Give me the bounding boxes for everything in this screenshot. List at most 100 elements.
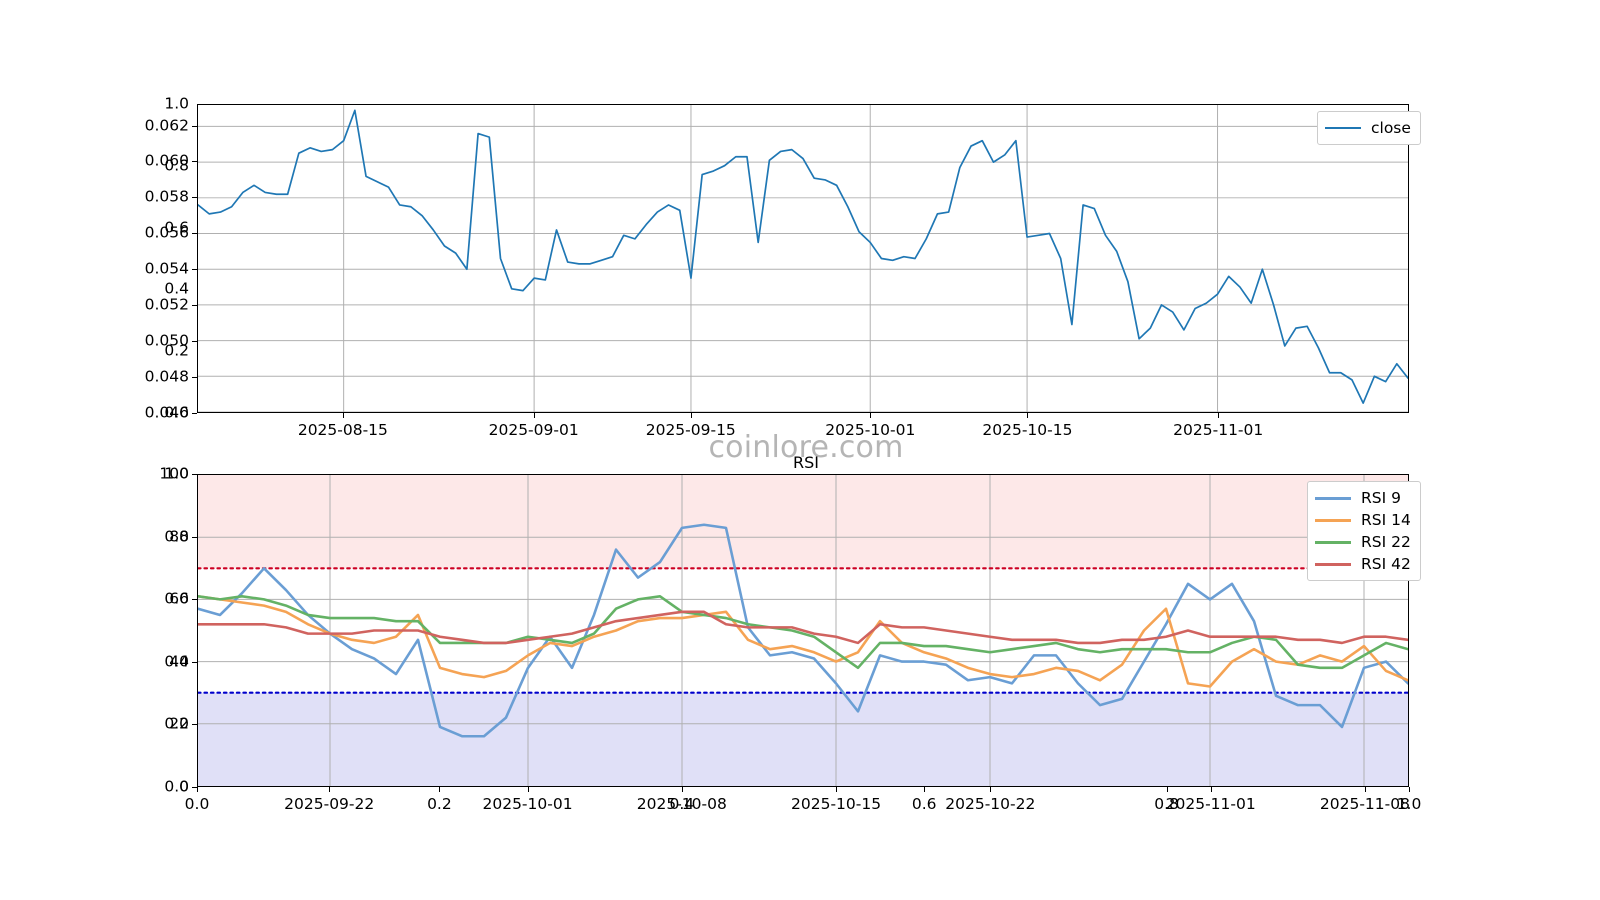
price-x-tick-label: 2025-10-01 (825, 421, 916, 439)
price-y-tick-mark (192, 269, 197, 271)
rsi-x-tick-mark-secondary (924, 787, 926, 792)
rsi-y-tick-label: 100 (159, 464, 189, 483)
legend-line-icon (1325, 127, 1361, 129)
watermark: coinlore.com (708, 430, 904, 465)
rsi-x-tick-mark-secondary (1166, 787, 1168, 792)
price-y-tick-mark (192, 377, 197, 379)
rsi-x-tick-mark (1210, 787, 1212, 792)
price-x-tick-label: 2025-09-15 (645, 421, 736, 439)
price-y-tick-label: 0.060 (144, 151, 189, 170)
price-y-tick-mark (192, 305, 197, 307)
legend-line-icon (1315, 518, 1351, 522)
rsi-x-tick-label-secondary: 0.0 (184, 795, 210, 813)
rsi-x-tick-label-secondary: 0.8 (1154, 795, 1179, 813)
legend-item-rsi-42[interactable]: RSI 42 (1315, 553, 1411, 575)
rsi-x-tick-mark (836, 787, 838, 792)
price-y-tick-label-secondary: 0.0 (164, 403, 189, 422)
rsi-x-tick-label: 2025-10-08 (636, 795, 727, 813)
price-x-tick-mark (1218, 413, 1220, 418)
legend-item-rsi-14[interactable]: RSI 14 (1315, 509, 1411, 531)
price-y-tick-mark (192, 161, 197, 163)
rsi-x-tick-label: 2025-10-15 (791, 795, 882, 813)
price-x-tick-mark (342, 413, 344, 418)
rsi-x-tick-mark (990, 787, 992, 792)
price-y-tick-label-secondary: 1.0 (164, 94, 189, 113)
price-y-tick-label-secondary: 0.8 (164, 156, 189, 175)
price-y-tick-mark (192, 413, 197, 414)
rsi-chart-legend[interactable]: RSI 9 RSI 14 RSI 22 RSI 42 (1307, 481, 1421, 581)
rsi-panel-title: RSI (793, 453, 819, 472)
rsi-x-tick-mark-secondary (439, 787, 441, 792)
price-chart-plot-area (197, 104, 1409, 413)
legend-line-icon (1315, 540, 1351, 544)
rsi-y-tick-label: 20 (169, 714, 189, 733)
rsi-x-tick-label: 2025-11-08 (1319, 795, 1410, 813)
price-y-tick-label: 0.062 (144, 115, 189, 134)
price-chart-svg (198, 105, 1408, 412)
price-x-tick-label: 2025-09-01 (488, 421, 579, 439)
price-y-tick-label: 0.054 (144, 259, 189, 278)
price-x-tick-mark (870, 413, 872, 418)
price-y-tick-mark (192, 233, 197, 235)
rsi-y-tick-mark (192, 536, 197, 538)
rsi-x-tick-mark-secondary (681, 787, 683, 792)
rsi-y-tick-mark (192, 787, 197, 788)
legend-item-label: RSI 42 (1361, 555, 1411, 573)
rsi-x-tick-label-secondary: 0.6 (911, 795, 937, 813)
rsi-x-tick-label: 2025-10-22 (945, 795, 1036, 813)
rsi-x-tick-mark-secondary (1409, 787, 1410, 792)
rsi-x-tick-mark (329, 787, 331, 792)
rsi-y-tick-mark (192, 661, 197, 663)
legend-item-label: close (1371, 119, 1411, 137)
price-x-tick-label: 2025-08-15 (297, 421, 388, 439)
price-y-tick-label: 0.056 (144, 223, 189, 242)
rsi-y-tick-label-secondary: 0.8 (164, 526, 189, 545)
legend-item-rsi-9[interactable]: RSI 9 (1315, 487, 1411, 509)
price-y-tick-mark (192, 341, 197, 343)
rsi-x-tick-mark (1364, 787, 1366, 792)
price-y-tick-mark (192, 125, 197, 127)
rsi-x-tick-label: 2025-10-01 (482, 795, 573, 813)
rsi-x-tick-mark-secondary (197, 787, 198, 792)
price-x-tick-mark (1027, 413, 1029, 418)
price-x-tick-label: 2025-11-01 (1173, 421, 1264, 439)
price-y-tick-label-secondary: 0.4 (164, 279, 189, 298)
rsi-x-tick-mark (527, 787, 529, 792)
rsi-y-tick-label-secondary: 0.4 (164, 652, 189, 671)
rsi-y-tick-label-secondary: 0.2 (164, 714, 189, 733)
legend-item-label: RSI 9 (1361, 489, 1401, 507)
price-y-tick-label-secondary: 0.6 (164, 217, 189, 236)
rsi-y-tick-mark (192, 599, 197, 601)
legend-item-rsi-22[interactable]: RSI 22 (1315, 531, 1411, 553)
rsi-y-tick-label-secondary: 1.0 (164, 464, 189, 483)
rsi-y-tick-label: 0 (179, 777, 189, 796)
rsi-y-tick-label: 80 (169, 526, 189, 545)
price-chart-legend[interactable]: close (1317, 111, 1421, 145)
price-x-tick-label: 2025-10-15 (982, 421, 1073, 439)
rsi-x-tick-label-secondary: 0.2 (427, 795, 452, 813)
rsi-x-tick-label: 2025-11-01 (1165, 795, 1256, 813)
legend-item-label: RSI 22 (1361, 533, 1411, 551)
price-y-tick-label: 0.046 (144, 403, 189, 422)
rsi-y-tick-label: 40 (169, 652, 189, 671)
legend-item-close[interactable]: close (1325, 117, 1411, 139)
price-y-tick-label: 0.052 (144, 295, 189, 314)
price-y-tick-label-secondary: 0.2 (164, 341, 189, 360)
price-y-tick-label: 0.048 (144, 367, 189, 386)
price-y-tick-label: 0.050 (144, 331, 189, 350)
rsi-y-tick-label-secondary: 0.6 (164, 589, 189, 608)
price-y-tick-mark (192, 197, 197, 199)
rsi-x-tick-label-secondary: 1.0 (1396, 795, 1422, 813)
rsi-x-tick-label-secondary: 0.4 (669, 795, 695, 813)
rsi-y-tick-label-secondary: 0.0 (164, 777, 189, 796)
price-x-tick-mark (533, 413, 535, 418)
rsi-y-tick-label: 60 (169, 589, 189, 608)
rsi-y-tick-mark (192, 724, 197, 726)
rsi-x-tick-label: 2025-09-22 (284, 795, 375, 813)
rsi-chart-plot-area (197, 474, 1409, 787)
rsi-chart-svg (198, 475, 1408, 786)
price-x-tick-mark (690, 413, 692, 418)
legend-item-label: RSI 14 (1361, 511, 1411, 529)
legend-line-icon (1315, 496, 1351, 500)
rsi-y-tick-mark (192, 474, 197, 475)
